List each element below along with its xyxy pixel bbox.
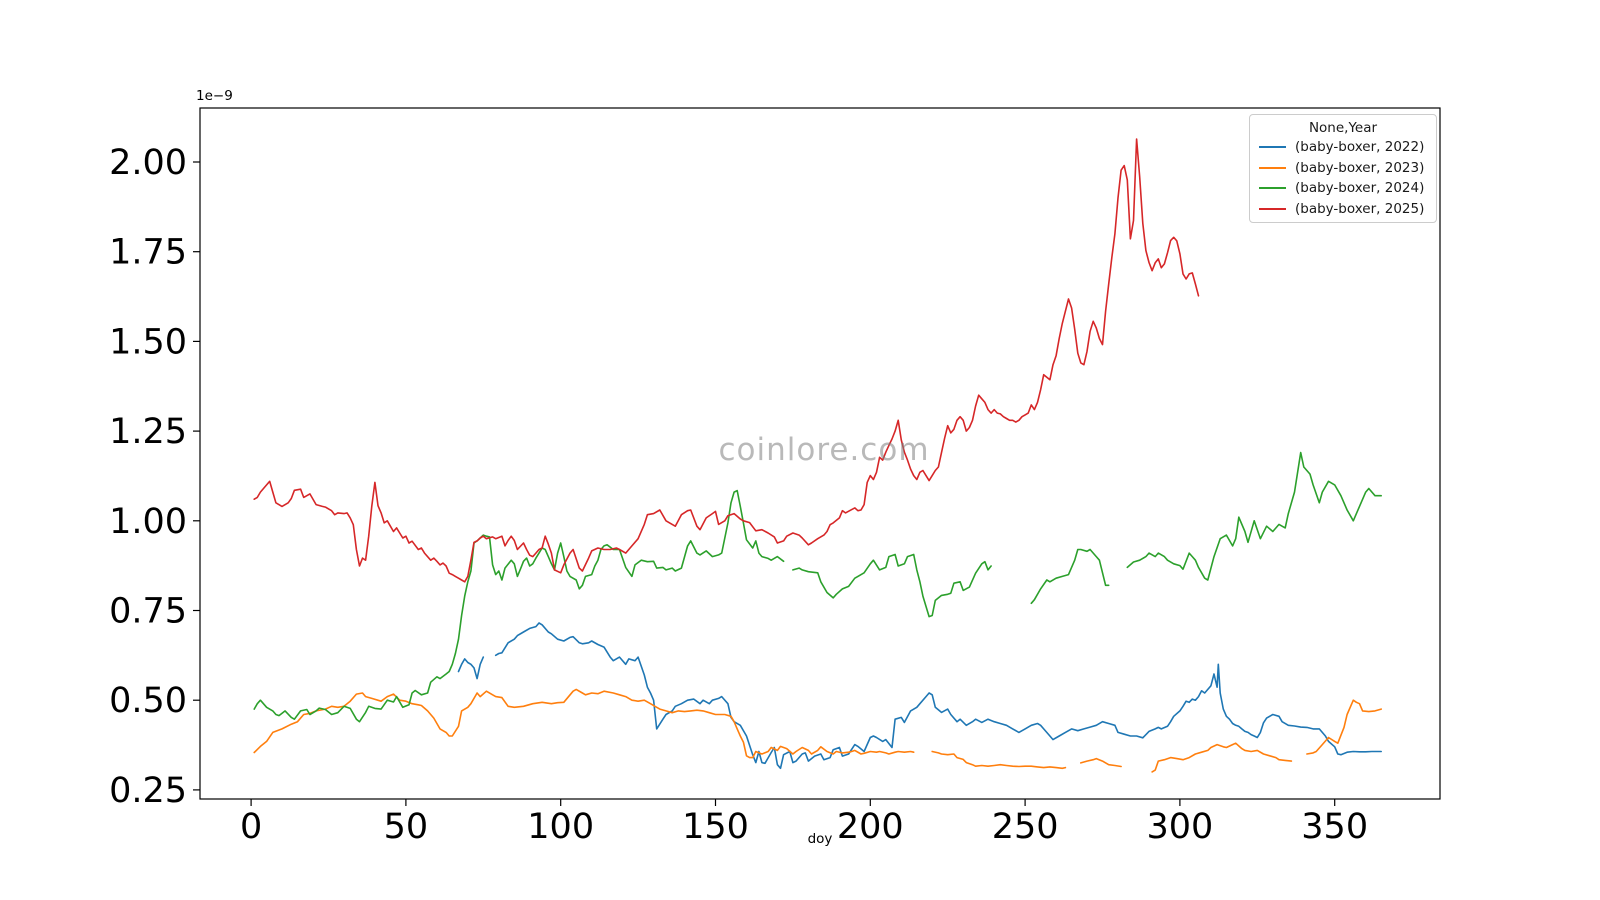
- legend-entry: (baby-boxer, 2023): [1250, 158, 1436, 179]
- legend-box: None,Year (baby-boxer, 2022) (baby-boxer,…: [1249, 114, 1437, 223]
- x-tick-label: 300: [1146, 807, 1213, 847]
- x-tick-label: 200: [837, 807, 904, 847]
- legend-title: None,Year: [1308, 120, 1378, 136]
- legend-entry: (baby-boxer, 2024): [1250, 178, 1436, 199]
- y-tick-label: 1.50: [109, 322, 187, 362]
- legend-entry-label: (baby-boxer, 2024): [1295, 180, 1425, 197]
- legend-entry: (baby-boxer, 2022): [1250, 137, 1436, 158]
- x-tick-label: 150: [682, 807, 749, 847]
- legend-entry-label: (baby-boxer, 2025): [1295, 200, 1425, 217]
- legend-line-swatch: [1259, 166, 1286, 169]
- y-tick-label: 0.25: [109, 771, 187, 811]
- series-line-2023: [253, 688, 1382, 773]
- x-tick-label: 250: [992, 807, 1059, 847]
- series-line-2025: [253, 138, 1200, 583]
- legend-line-swatch: [1259, 146, 1286, 149]
- series-line-2024: [253, 451, 1382, 723]
- x-tick-label: 350: [1301, 807, 1368, 847]
- x-axis-label: doy: [807, 831, 833, 847]
- legend-entry: (baby-boxer, 2025): [1250, 199, 1436, 220]
- legend-entry-label: (baby-boxer, 2023): [1295, 159, 1425, 176]
- legend-entries: (baby-boxer, 2022) (baby-boxer, 2023) (bab…: [1250, 137, 1436, 219]
- series-line-2022: [457, 622, 1382, 770]
- y-tick-label: 1.25: [109, 412, 187, 452]
- plot-frame: [199, 107, 1441, 800]
- y-tick-label: 1.00: [109, 502, 187, 542]
- y-axis-offset-label: 1e−9: [196, 88, 233, 104]
- legend-line-swatch: [1259, 187, 1286, 190]
- y-tick-label: 2.00: [109, 143, 187, 183]
- x-tick-label: 0: [240, 807, 262, 847]
- x-tick-label: 50: [384, 807, 429, 847]
- x-tick-label: 100: [527, 807, 594, 847]
- y-tick-label: 0.75: [109, 592, 187, 632]
- y-tick-label: 0.50: [109, 681, 187, 721]
- legend-entry-label: (baby-boxer, 2022): [1295, 139, 1425, 156]
- y-tick-label: 1.75: [109, 233, 187, 273]
- legend-line-swatch: [1259, 207, 1286, 210]
